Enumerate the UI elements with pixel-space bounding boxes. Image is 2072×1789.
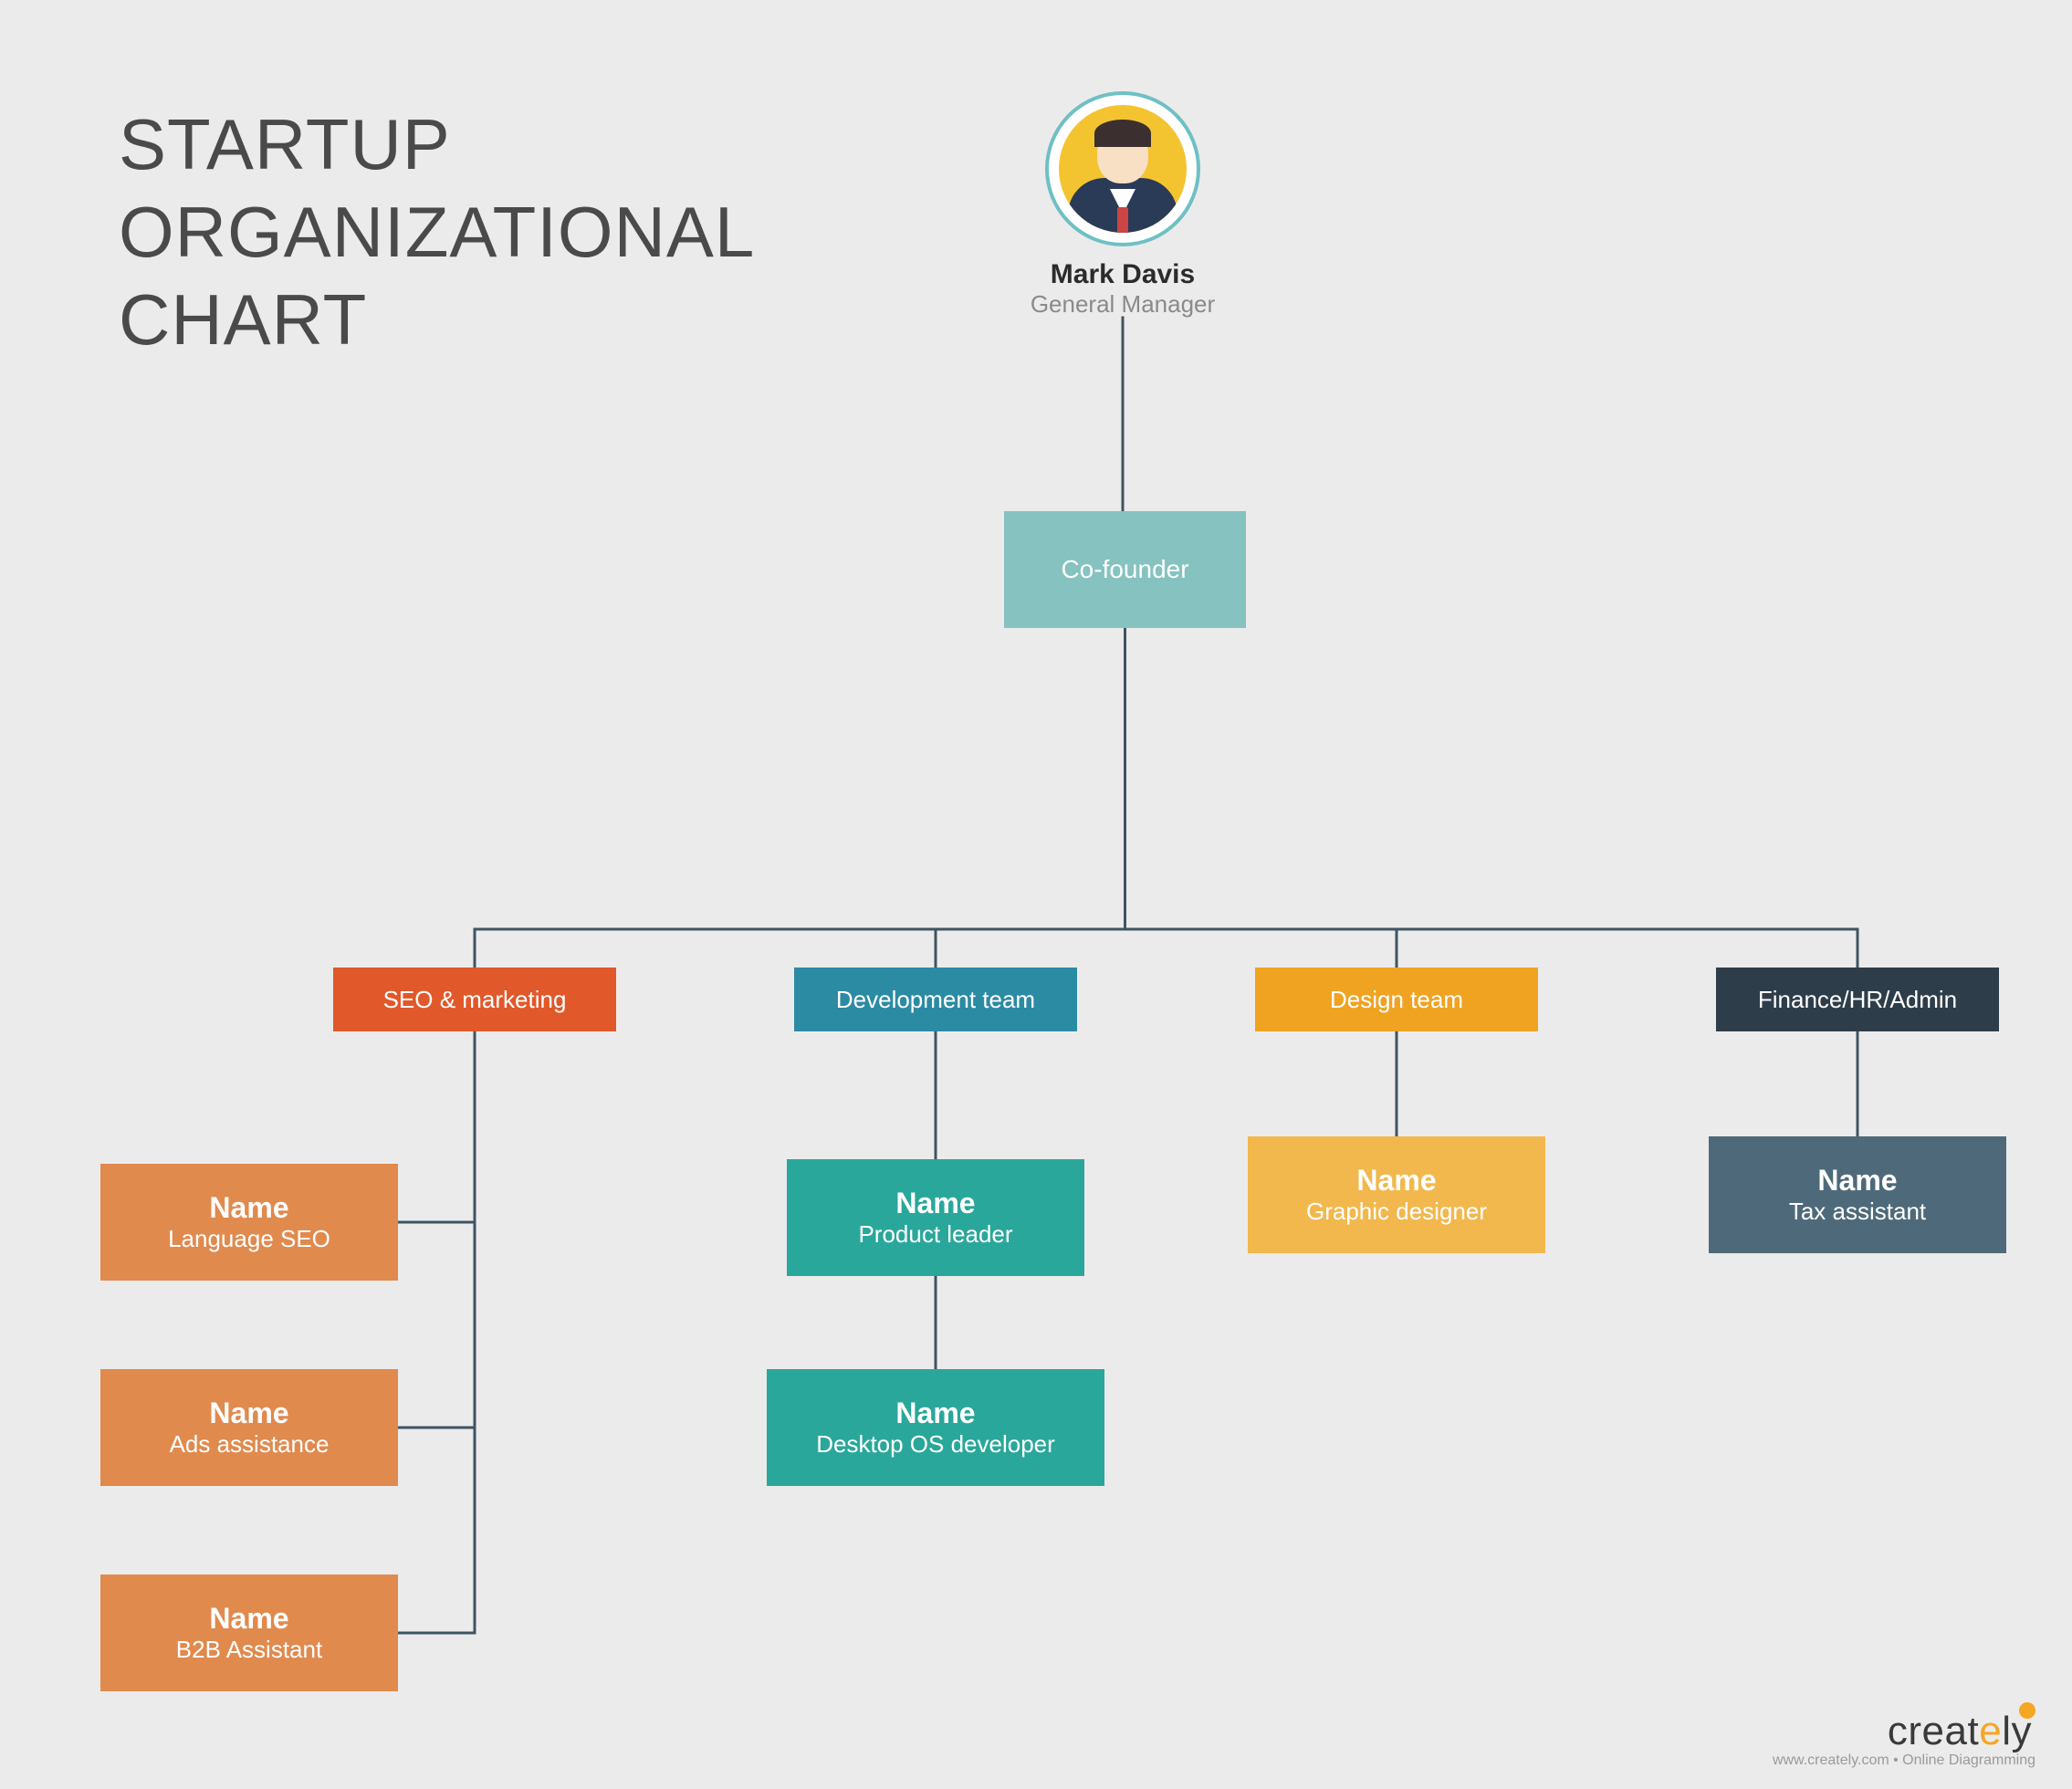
brand-tagline: www.creately.com • Online Diagramming [1773, 1752, 2035, 1769]
title-line-1: STARTUP [119, 100, 755, 188]
dept-finance: Finance/HR/Admin [1716, 968, 1999, 1031]
avatar-ring [1045, 91, 1200, 246]
person-design-0-name: Name [1356, 1164, 1436, 1198]
person-seo-1: NameAds assistance [100, 1369, 398, 1486]
dept-design-label: Design team [1330, 986, 1463, 1014]
top-person: Mark Davis General Manager [1013, 91, 1232, 319]
avatar-icon [1059, 105, 1187, 233]
dept-seo: SEO & marketing [333, 968, 616, 1031]
person-design-0: NameGraphic designer [1248, 1136, 1545, 1253]
person-dev-1-role: Desktop OS developer [816, 1430, 1055, 1459]
person-seo-0-name: Name [209, 1191, 288, 1225]
person-design-0-role: Graphic designer [1306, 1198, 1487, 1226]
chart-title: STARTUP ORGANIZATIONAL CHART [119, 100, 755, 363]
person-dev-0-name: Name [895, 1187, 975, 1220]
person-seo-2-name: Name [209, 1602, 288, 1636]
brand-watermark: creately www.creately.com • Online Diagr… [1773, 1709, 2035, 1769]
person-seo-2-role: B2B Assistant [176, 1636, 322, 1664]
top-person-name: Mark Davis [1013, 259, 1232, 290]
dept-design: Design team [1255, 968, 1538, 1031]
person-dev-0-role: Product leader [858, 1220, 1012, 1249]
cofounder-label: Co-founder [1061, 555, 1188, 584]
bulb-icon [2019, 1702, 2035, 1719]
person-seo-1-name: Name [209, 1397, 288, 1430]
dept-dev-label: Development team [836, 986, 1035, 1014]
dept-seo-label: SEO & marketing [383, 986, 567, 1014]
cofounder-node: Co-founder [1004, 511, 1246, 628]
dept-dev: Development team [794, 968, 1077, 1031]
person-dev-1-name: Name [895, 1397, 975, 1430]
person-seo-0: NameLanguage SEO [100, 1164, 398, 1281]
person-seo-2: NameB2B Assistant [100, 1575, 398, 1691]
brand-name: creately [1773, 1709, 2035, 1754]
title-line-2: ORGANIZATIONAL [119, 188, 755, 276]
person-seo-0-role: Language SEO [168, 1225, 330, 1253]
person-seo-1-role: Ads assistance [170, 1430, 330, 1459]
dept-finance-label: Finance/HR/Admin [1758, 986, 1957, 1014]
top-person-role: General Manager [1013, 290, 1232, 319]
person-finance-0-role: Tax assistant [1789, 1198, 1926, 1226]
person-dev-1: NameDesktop OS developer [767, 1369, 1104, 1486]
title-line-3: CHART [119, 276, 755, 363]
person-finance-0: NameTax assistant [1709, 1136, 2006, 1253]
person-dev-0: NameProduct leader [787, 1159, 1084, 1276]
person-finance-0-name: Name [1817, 1164, 1897, 1198]
